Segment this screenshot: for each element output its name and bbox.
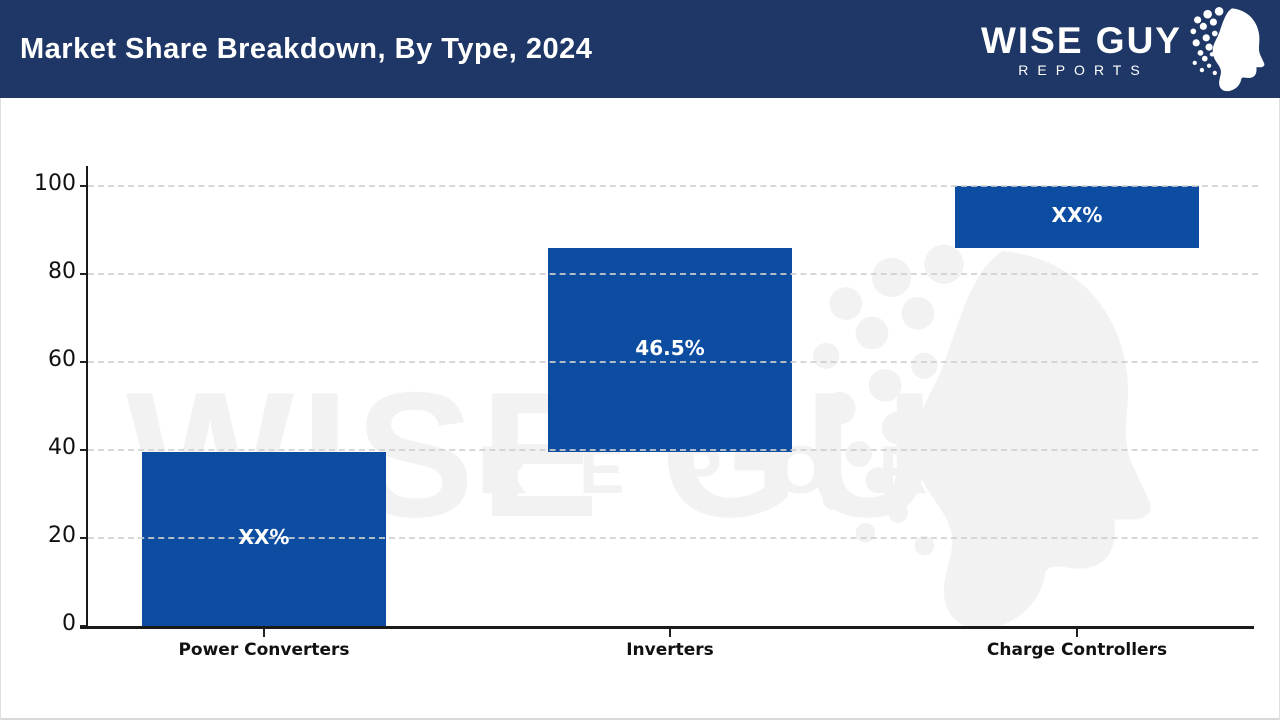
watermark-head-icon xyxy=(813,244,1151,629)
bar-inverters xyxy=(548,247,792,453)
wiseguy-logo: WISE GUY REPORTS xyxy=(981,6,1270,94)
logo-subtitle: REPORTS xyxy=(1018,62,1149,78)
x-category-label: Charge Controllers xyxy=(986,640,1168,660)
y-tick-20 xyxy=(80,537,88,539)
x-axis-line xyxy=(80,626,1254,629)
logo-wordmark: WISE GUY xyxy=(980,20,1182,61)
gridline-80 xyxy=(88,273,1258,275)
bar-value-label: XX% xyxy=(1051,202,1103,227)
y-tick-label: 0 xyxy=(62,611,76,636)
x-tick xyxy=(263,629,265,637)
left-border xyxy=(0,98,1,720)
y-tick-label: 20 xyxy=(48,523,76,548)
y-tick-label: 40 xyxy=(48,435,76,460)
x-category-label: Power Converters xyxy=(178,640,350,660)
wiseguy-logo-text: WISE GUY REPORTS xyxy=(981,22,1182,78)
wiseguy-head-icon xyxy=(1190,7,1265,92)
y-tick-40 xyxy=(80,449,88,451)
bar-value-label: 46.5% xyxy=(635,335,705,360)
bar-value-label: XX% xyxy=(238,525,290,550)
bar-power-converters xyxy=(142,452,386,626)
chart-canvas: WISE GUY REPORTS XX% 46.5% XX% 0 20 40 60 80 100… xyxy=(0,98,1280,718)
gridline-40 xyxy=(88,449,1258,451)
y-axis-line xyxy=(86,166,88,629)
y-tick-label: 100 xyxy=(34,171,76,196)
x-tick xyxy=(1076,629,1078,637)
page-title: Market Share Breakdown, By Type, 2024 xyxy=(20,32,593,65)
header-bar: Market Share Breakdown, By Type, 2024 WI… xyxy=(0,0,1280,98)
y-tick-100 xyxy=(80,185,88,187)
bar-charge-controllers xyxy=(955,186,1199,248)
gridline-100 xyxy=(88,185,1258,187)
y-tick-80 xyxy=(80,273,88,275)
y-tick-label: 80 xyxy=(48,259,76,284)
y-tick-label: 60 xyxy=(48,347,76,372)
gridline-60 xyxy=(88,361,1258,363)
y-tick-60 xyxy=(80,361,88,363)
x-category-label: Inverters xyxy=(626,640,714,660)
gridline-20 xyxy=(88,537,1258,539)
x-tick xyxy=(669,629,671,637)
